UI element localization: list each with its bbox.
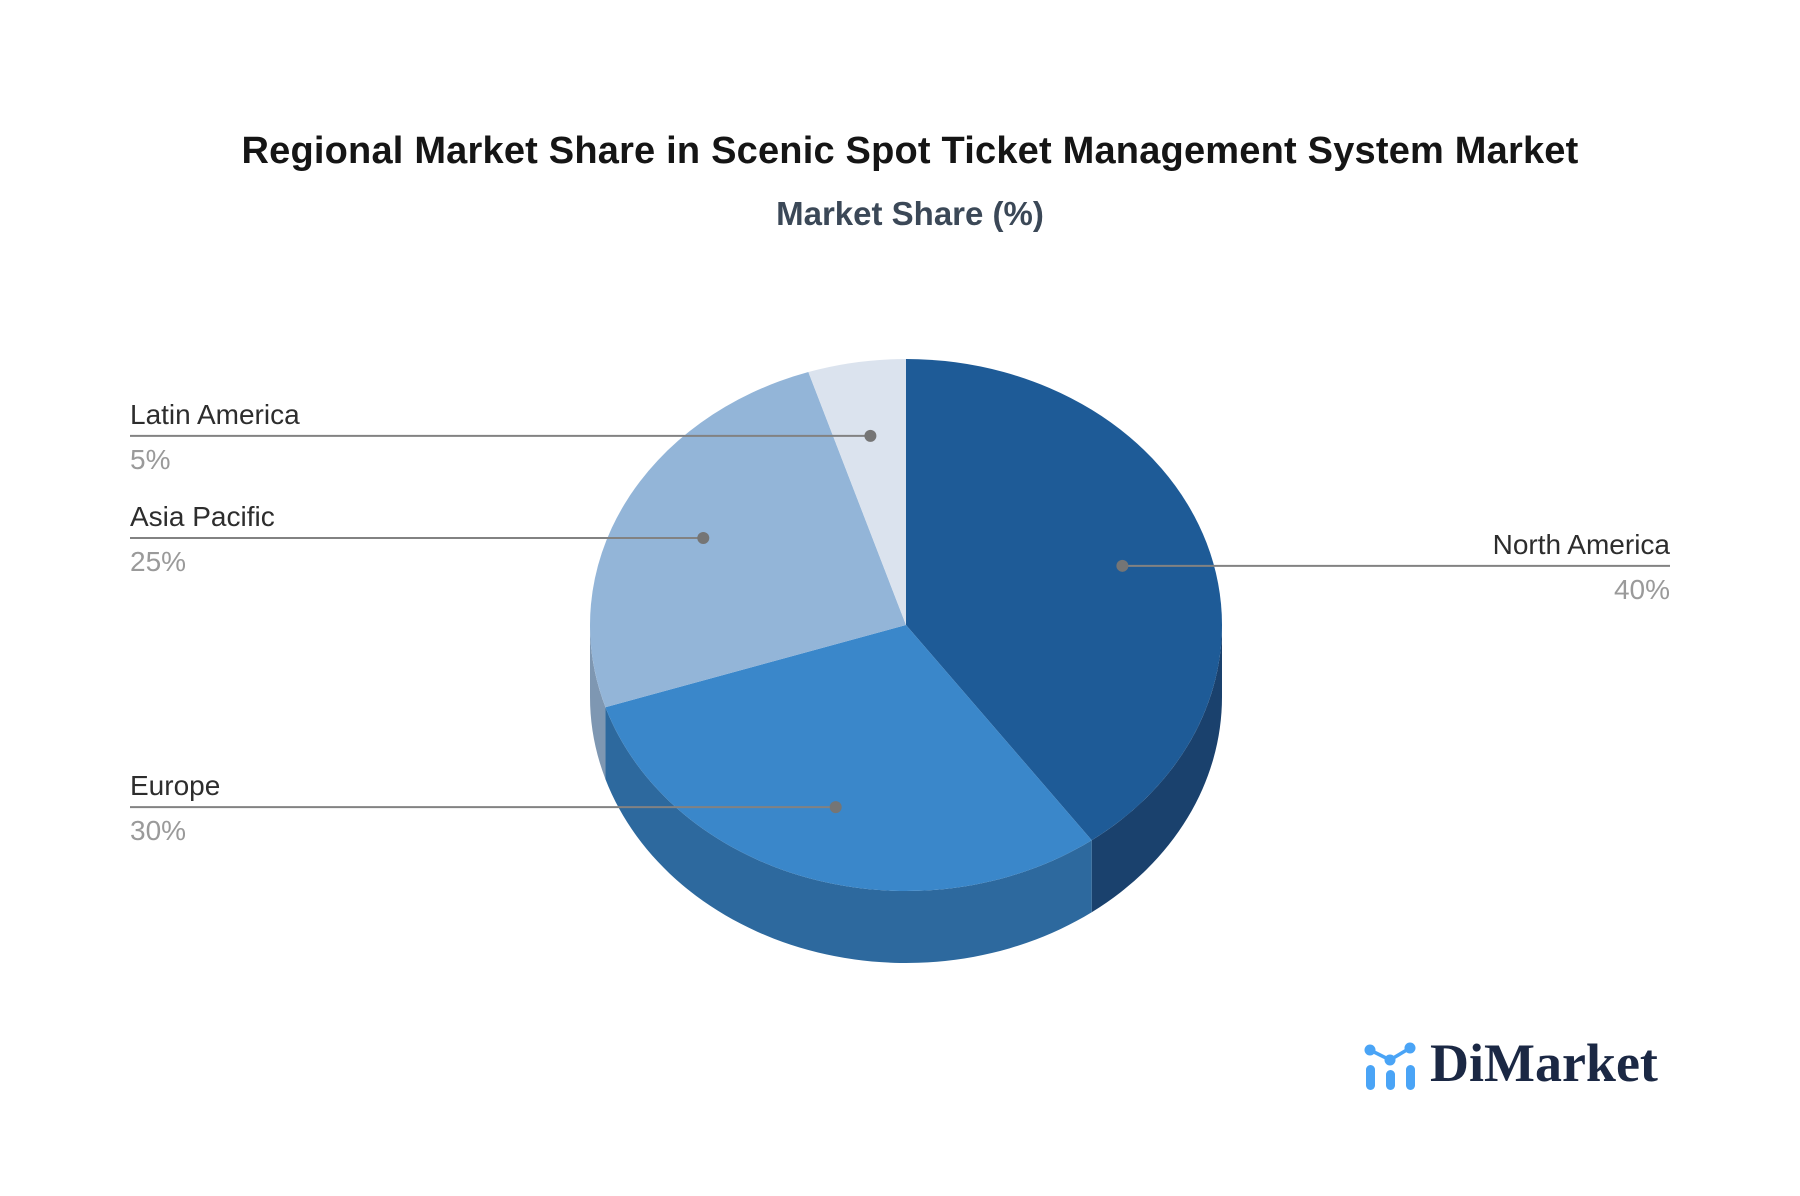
pie-slice-asia-pacific[interactable] (590, 372, 906, 708)
slice-label: North America (1492, 528, 1670, 560)
slice-value: 25% (130, 546, 187, 578)
bar-chart-logo-icon (1364, 1042, 1416, 1090)
slice-value: 30% (130, 815, 187, 847)
brand-logo: DiMarket (1362, 1034, 1658, 1092)
leader-dot (697, 532, 710, 545)
title-block: Regional Market Share in Scenic Spot Tic… (20, 0, 1800, 233)
pie-slice-latin-america[interactable] (808, 359, 906, 625)
slice-label: Europe (130, 770, 221, 802)
slice-label: Asia Pacific (130, 501, 275, 533)
slice-value: 5% (130, 443, 171, 475)
pie-slice-side-europe (605, 707, 1092, 963)
leader-dot (829, 801, 842, 814)
pie-slice-side-asia-pacific (590, 625, 606, 780)
chart-title: Regional Market Share in Scenic Spot Tic… (241, 130, 1579, 172)
leader-dot (1116, 559, 1129, 572)
brand-name: DiMarket (1430, 1033, 1658, 1093)
pie-slice-europe[interactable] (605, 625, 1092, 891)
slice-value: 40% (1613, 573, 1670, 605)
slice-label: Latin America (130, 398, 300, 430)
pie-slice-north-america[interactable] (906, 359, 1223, 841)
leader-dot (864, 429, 877, 442)
chart-subtitle: Market Share (%) (776, 195, 1044, 232)
pie-slice-side-north-america (1091, 625, 1222, 913)
